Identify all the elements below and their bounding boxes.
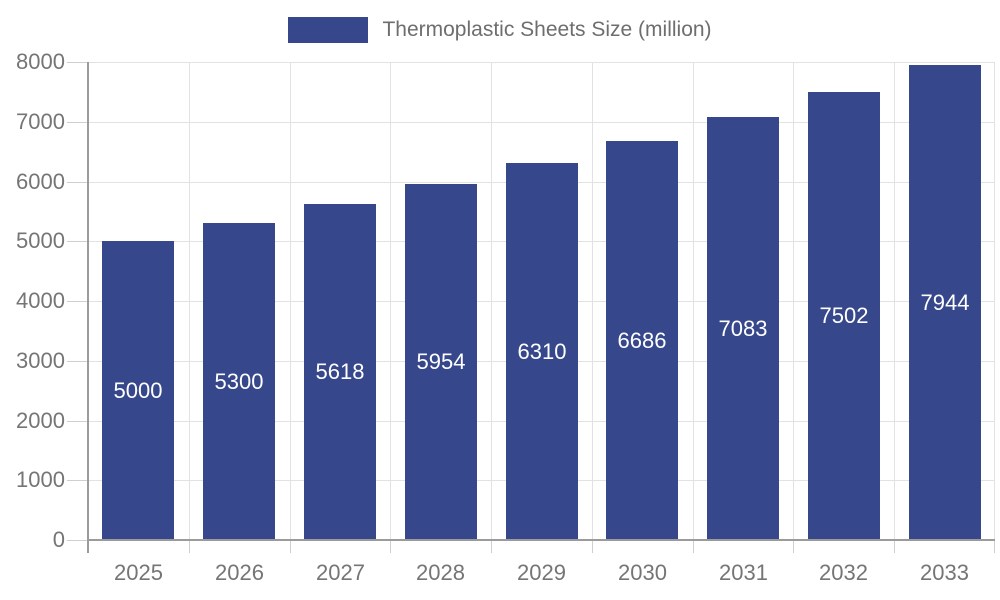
plot-area: 0 1000 2000 3000 4000 5000 6000 7000 8000 5000 530… bbox=[16, 49, 995, 585]
bar: 5300 bbox=[203, 223, 275, 540]
x-axis-tick bbox=[693, 540, 694, 553]
x-axis-tick bbox=[491, 540, 492, 553]
bar: 5954 bbox=[405, 184, 477, 540]
y-axis-tick bbox=[67, 361, 88, 362]
gridline-vertical bbox=[693, 62, 694, 540]
x-tick-label: 2031 bbox=[719, 560, 768, 585]
gridline-vertical bbox=[189, 62, 190, 540]
y-tick-label: 6000 bbox=[16, 169, 65, 194]
x-axis-tick bbox=[592, 540, 593, 553]
x-axis-tick bbox=[390, 540, 391, 553]
gridline-vertical bbox=[491, 62, 492, 540]
x-axis-line bbox=[88, 539, 995, 541]
gridline-vertical bbox=[894, 62, 895, 540]
y-tick-label: 8000 bbox=[16, 49, 65, 74]
y-tick-label: 7000 bbox=[16, 109, 65, 134]
y-tick-label: 3000 bbox=[16, 348, 65, 373]
x-axis-tick bbox=[994, 540, 995, 553]
y-tick-label: 0 bbox=[52, 527, 65, 552]
bar-value-label: 7502 bbox=[819, 303, 869, 328]
y-axis-tick bbox=[67, 62, 88, 63]
bar: 7944 bbox=[909, 65, 981, 540]
y-axis-tick bbox=[67, 301, 88, 302]
y-axis-tick bbox=[67, 122, 88, 123]
bar-value-label: 5954 bbox=[416, 349, 466, 374]
y-axis-tick bbox=[67, 182, 88, 183]
legend-swatch bbox=[288, 17, 369, 43]
x-tick-label: 2027 bbox=[316, 560, 365, 585]
gridline-vertical bbox=[592, 62, 593, 540]
legend: Thermoplastic Sheets Size (million) bbox=[0, 17, 1000, 43]
legend-item[interactable]: Thermoplastic Sheets Size (million) bbox=[288, 17, 712, 43]
y-axis-line bbox=[87, 62, 89, 553]
gridline-horizontal bbox=[88, 62, 995, 63]
bar-value-label: 5300 bbox=[214, 368, 264, 394]
x-tick-label: 2025 bbox=[114, 560, 163, 585]
gridline-vertical bbox=[390, 62, 391, 540]
legend-label: Thermoplastic Sheets Size (million) bbox=[382, 18, 712, 41]
x-axis-tick bbox=[793, 540, 794, 553]
gridline-vertical bbox=[793, 62, 794, 540]
x-axis-tick bbox=[290, 540, 291, 553]
x-tick-label: 2026 bbox=[215, 560, 264, 585]
bar: 5000 bbox=[102, 241, 174, 540]
y-axis-tick bbox=[67, 241, 88, 242]
bar: 7083 bbox=[707, 117, 779, 540]
bar: 5618 bbox=[304, 204, 376, 540]
bar-value-label: 7944 bbox=[920, 289, 970, 315]
bar-value-label: 5000 bbox=[113, 377, 163, 403]
x-tick-label: 2030 bbox=[618, 560, 667, 585]
y-axis-tick bbox=[67, 421, 88, 422]
x-axis-tick bbox=[894, 540, 895, 553]
y-axis-tick bbox=[67, 540, 88, 541]
y-tick-label: 2000 bbox=[16, 408, 65, 433]
y-tick-label: 5000 bbox=[16, 228, 65, 253]
bar-value-label: 5618 bbox=[315, 359, 365, 384]
x-tick-label: 2029 bbox=[517, 560, 566, 585]
gridline-vertical bbox=[994, 62, 995, 540]
gridline-horizontal bbox=[88, 122, 995, 123]
bar-value-label: 7083 bbox=[718, 315, 768, 341]
bar-value-label: 6686 bbox=[617, 327, 667, 353]
y-axis-tick bbox=[67, 480, 88, 481]
bar: 6310 bbox=[506, 163, 578, 540]
bar: 7502 bbox=[808, 92, 880, 540]
x-tick-label: 2028 bbox=[416, 560, 465, 585]
bar-value-label: 6310 bbox=[517, 338, 567, 364]
x-tick-label: 2033 bbox=[920, 560, 969, 585]
x-tick-label: 2032 bbox=[819, 560, 868, 585]
bar: 6686 bbox=[606, 141, 678, 540]
y-tick-label: 4000 bbox=[16, 288, 65, 313]
y-tick-label: 1000 bbox=[16, 467, 65, 492]
gridline-vertical bbox=[290, 62, 291, 540]
x-axis-tick bbox=[189, 540, 190, 553]
